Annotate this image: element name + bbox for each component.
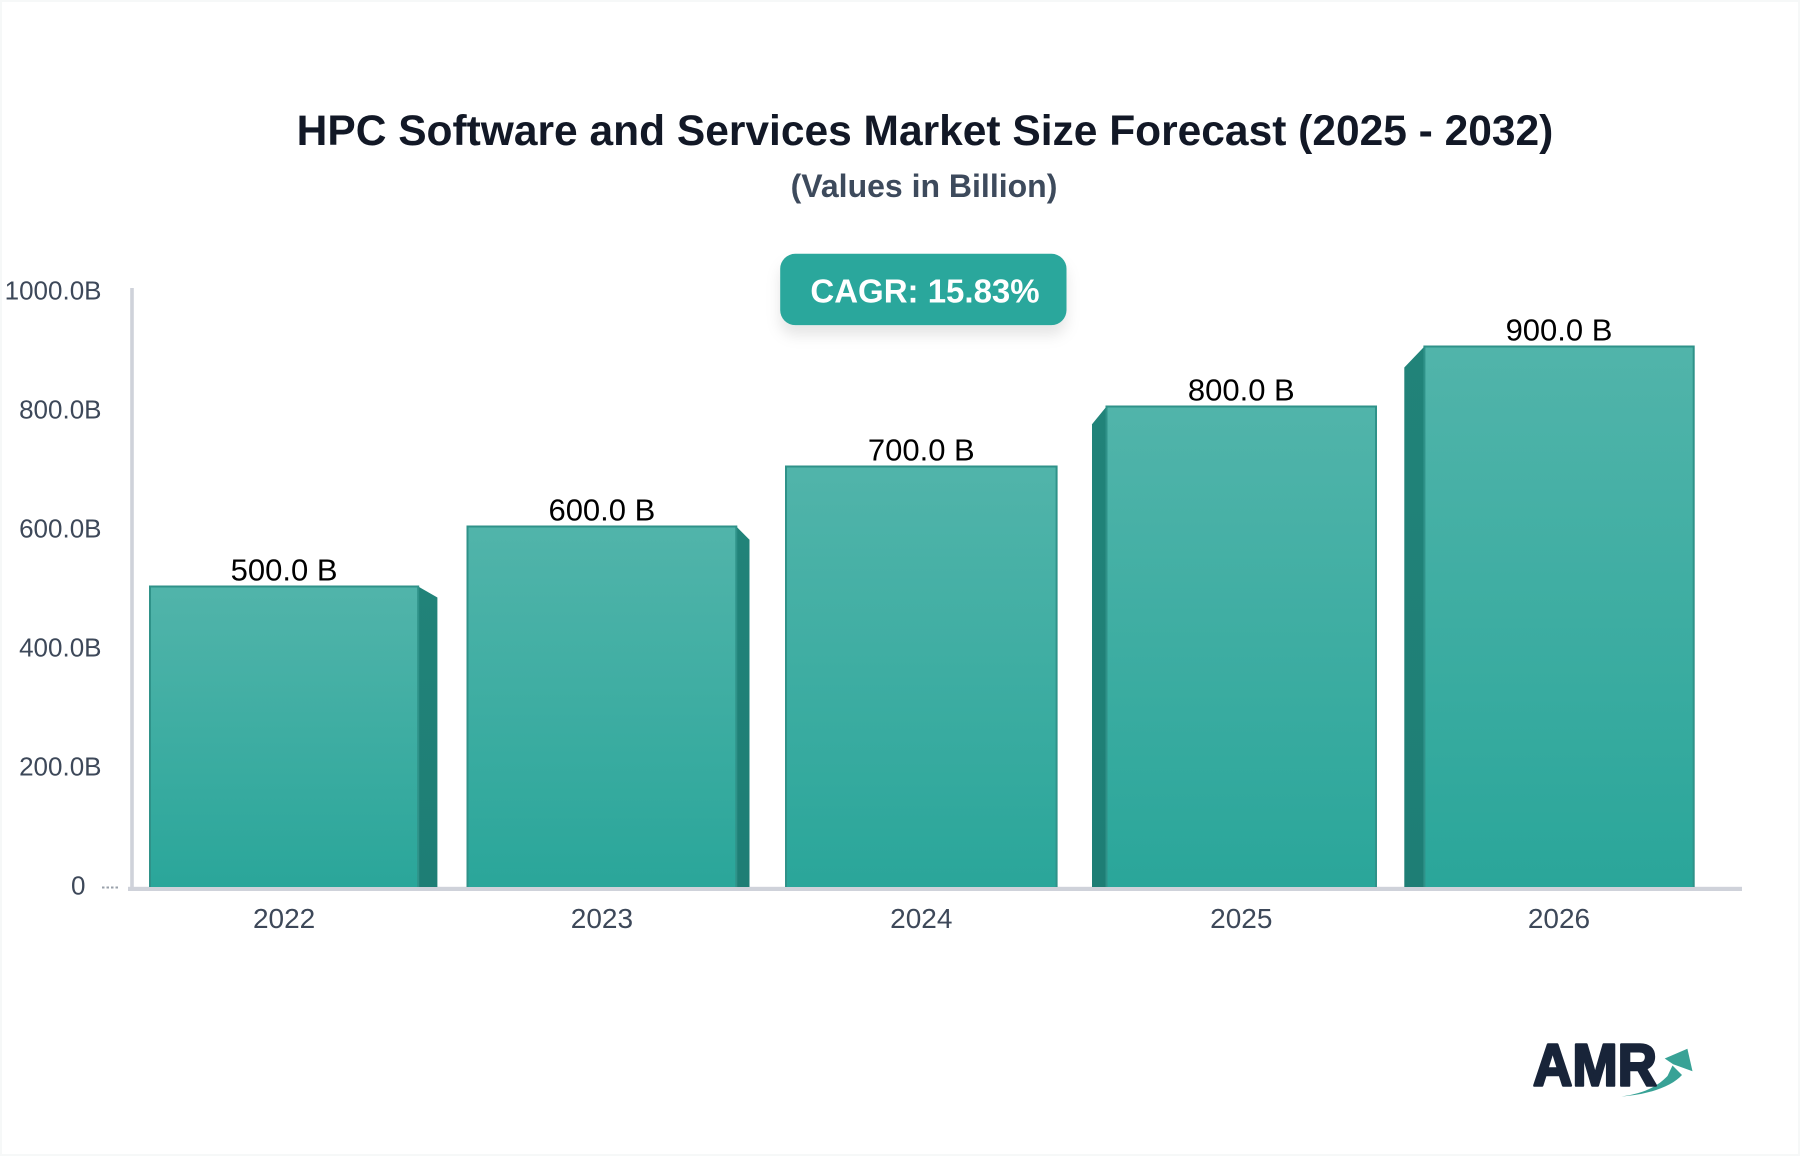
- svg-text:2023: 2023: [571, 903, 633, 934]
- svg-text:0: 0: [71, 871, 85, 901]
- svg-text:2025: 2025: [1210, 903, 1272, 934]
- svg-text:400.0B: 400.0B: [19, 633, 101, 663]
- svg-text:500.0 B: 500.0 B: [231, 553, 338, 588]
- svg-text:600.0B: 600.0B: [19, 514, 101, 544]
- svg-text:AMR: AMR: [1533, 1033, 1657, 1099]
- svg-text:600.0 B: 600.0 B: [548, 493, 655, 528]
- svg-text:900.0 B: 900.0 B: [1506, 313, 1613, 348]
- svg-text:200.0B: 200.0B: [19, 752, 101, 782]
- svg-text:2024: 2024: [890, 903, 952, 934]
- svg-text:800.0 B: 800.0 B: [1188, 373, 1295, 408]
- svg-text:2022: 2022: [253, 903, 315, 934]
- svg-text:HPC Software and Services Mark: HPC Software and Services Market Size Fo…: [297, 108, 1554, 155]
- svg-text:800.0B: 800.0B: [19, 395, 101, 425]
- svg-text:1000.0B: 1000.0B: [5, 276, 102, 306]
- svg-text:700.0 B: 700.0 B: [868, 433, 975, 468]
- svg-text:(Values in Billion): (Values in Billion): [791, 168, 1058, 204]
- svg-text:CAGR: 15.83%: CAGR: 15.83%: [810, 273, 1039, 310]
- svg-text:2026: 2026: [1528, 903, 1590, 934]
